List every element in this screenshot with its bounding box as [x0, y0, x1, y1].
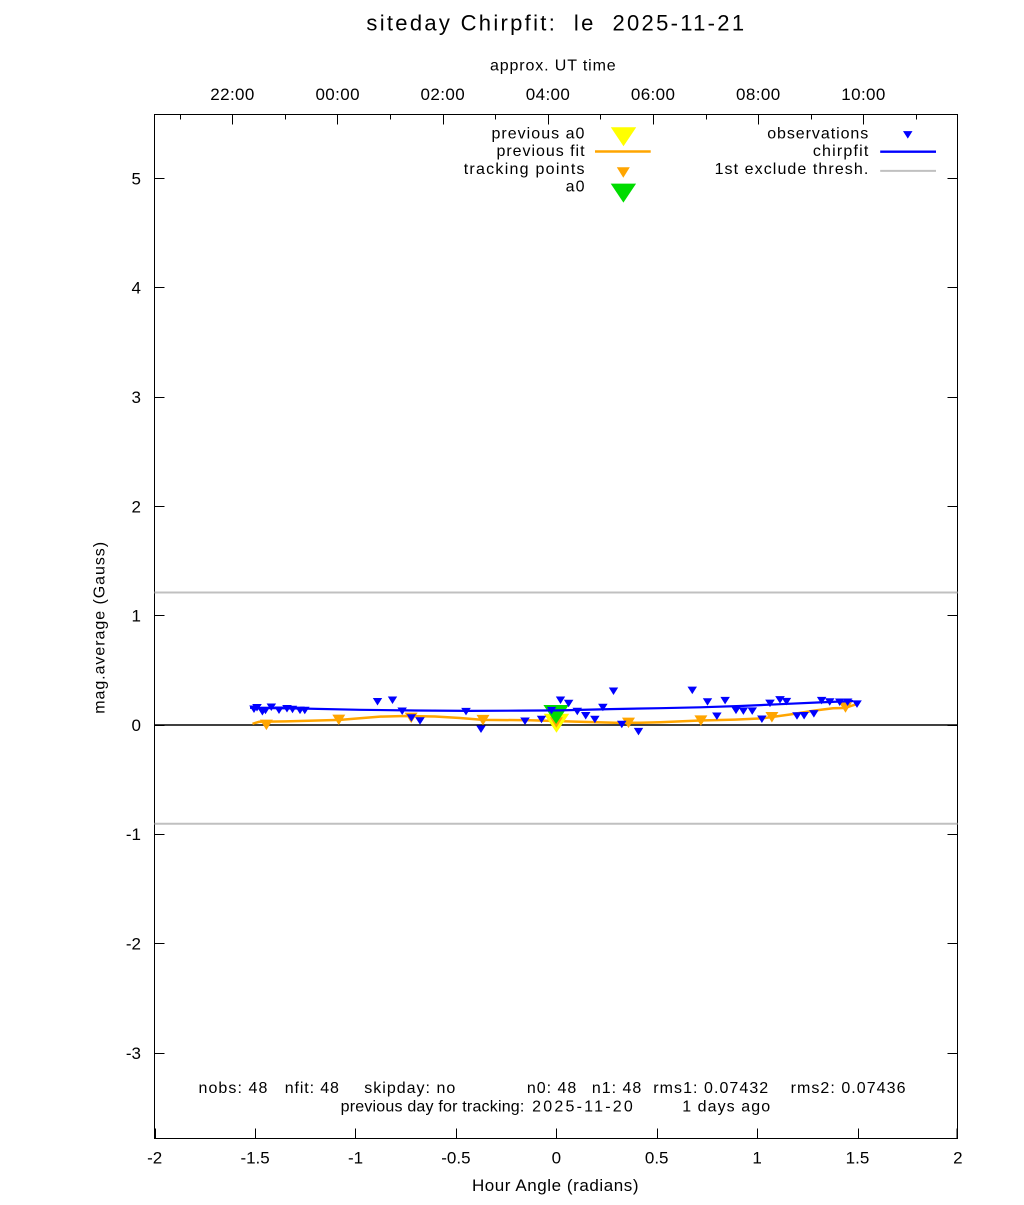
- svg-text:4: 4: [132, 279, 141, 298]
- svg-text:mag.average (Gauss): mag.average (Gauss): [92, 541, 109, 714]
- svg-text:08:00: 08:00: [736, 85, 781, 104]
- svg-text:-0.5: -0.5: [441, 1149, 470, 1168]
- svg-text:tracking points: tracking points: [464, 161, 586, 178]
- svg-text:0.5: 0.5: [645, 1149, 669, 1168]
- svg-text:nobs: 48: nobs: 48: [199, 1080, 269, 1097]
- svg-text:2: 2: [132, 497, 141, 516]
- svg-text:2025-11-20: 2025-11-20: [532, 1099, 635, 1116]
- svg-text:06:00: 06:00: [631, 85, 676, 104]
- svg-text:3: 3: [132, 388, 141, 407]
- svg-text:00:00: 00:00: [315, 85, 360, 104]
- svg-text:-2: -2: [147, 1149, 162, 1168]
- svg-text:-1: -1: [348, 1149, 363, 1168]
- svg-text:0: 0: [132, 716, 141, 735]
- svg-text:1 days ago: 1 days ago: [682, 1099, 771, 1116]
- svg-text:n0: 48: n0: 48: [527, 1080, 577, 1097]
- svg-text:1st exclude thresh.: 1st exclude thresh.: [715, 161, 870, 178]
- svg-text:observations: observations: [767, 126, 869, 143]
- svg-text:previous fit: previous fit: [496, 143, 585, 160]
- svg-text:5: 5: [132, 169, 141, 188]
- svg-text:n1: 48: n1: 48: [592, 1080, 642, 1097]
- svg-text:1.5: 1.5: [846, 1149, 870, 1168]
- svg-text:rms2: 0.07436: rms2: 0.07436: [791, 1080, 907, 1097]
- svg-text:-2: -2: [126, 935, 141, 954]
- svg-text:Hour Angle (radians): Hour Angle (radians): [472, 1176, 639, 1195]
- svg-text:0: 0: [552, 1149, 561, 1168]
- svg-text:nfit: 48: nfit: 48: [285, 1080, 340, 1097]
- svg-text:previous a0: previous a0: [491, 126, 585, 143]
- svg-text:04:00: 04:00: [526, 85, 571, 104]
- svg-text:22:00: 22:00: [210, 85, 255, 104]
- svg-text:10:00: 10:00: [841, 85, 886, 104]
- svg-text:2: 2: [953, 1149, 962, 1168]
- svg-text:rms1: 0.07432: rms1: 0.07432: [653, 1080, 769, 1097]
- svg-text:chirpfit: chirpfit: [813, 143, 870, 160]
- svg-text:a0: a0: [566, 179, 586, 196]
- svg-text:02:00: 02:00: [421, 85, 466, 104]
- svg-text:-1.5: -1.5: [240, 1149, 269, 1168]
- svg-text:-3: -3: [126, 1044, 141, 1063]
- svg-text:1: 1: [752, 1149, 761, 1168]
- svg-text:previous day for tracking:: previous day for tracking:: [341, 1099, 525, 1116]
- svg-text:approx. UT time: approx. UT time: [490, 58, 617, 75]
- svg-text:siteday Chirpfit: le 2025-11: siteday Chirpfit: le 2025-11-21: [366, 11, 746, 36]
- svg-text:skipday: no: skipday: no: [364, 1080, 456, 1097]
- svg-text:1: 1: [132, 607, 141, 626]
- svg-text:-1: -1: [126, 825, 141, 844]
